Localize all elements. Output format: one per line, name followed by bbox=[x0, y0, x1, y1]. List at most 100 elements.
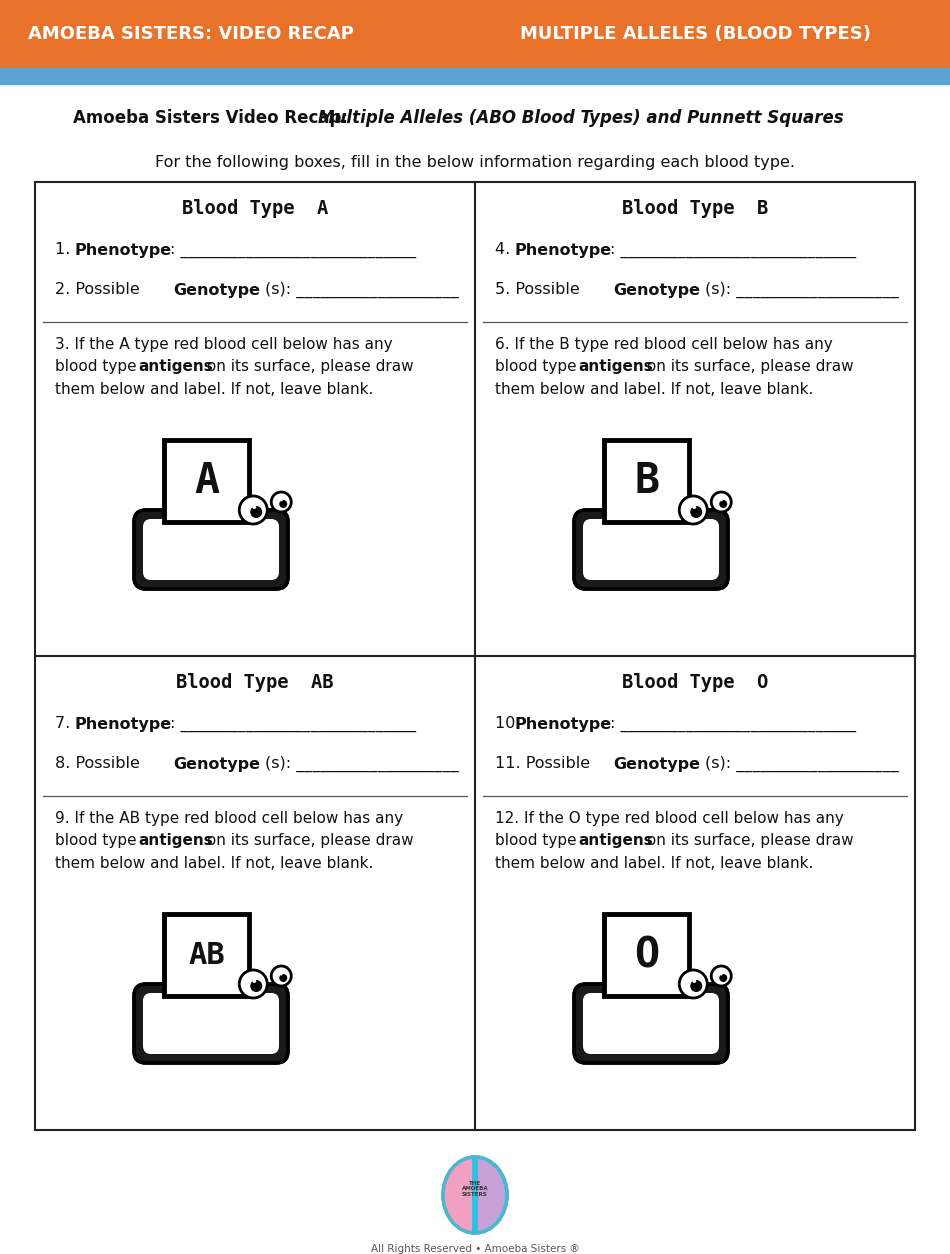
Text: Blood Type  A: Blood Type A bbox=[181, 198, 328, 217]
Text: 6. If the B type red blood cell below has any: 6. If the B type red blood cell below ha… bbox=[495, 337, 833, 352]
Text: blood type: blood type bbox=[495, 360, 581, 375]
Text: (s): ____________________: (s): ____________________ bbox=[265, 282, 459, 298]
Circle shape bbox=[720, 973, 723, 976]
FancyBboxPatch shape bbox=[583, 993, 719, 1055]
Circle shape bbox=[279, 500, 287, 508]
Ellipse shape bbox=[443, 1157, 507, 1233]
Text: Genotype: Genotype bbox=[613, 756, 700, 771]
Circle shape bbox=[720, 499, 723, 502]
Text: AB: AB bbox=[188, 940, 225, 969]
Circle shape bbox=[239, 971, 267, 998]
Circle shape bbox=[693, 979, 696, 983]
FancyBboxPatch shape bbox=[574, 510, 728, 589]
FancyBboxPatch shape bbox=[143, 519, 279, 581]
Text: them below and label. If not, leave blank.: them below and label. If not, leave blan… bbox=[495, 855, 813, 870]
Bar bbox=[472, 1157, 478, 1233]
Text: B: B bbox=[635, 460, 659, 502]
Text: : _____________________________: : _____________________________ bbox=[170, 242, 416, 257]
Bar bbox=[164, 440, 249, 522]
Text: : _____________________________: : _____________________________ bbox=[170, 716, 416, 731]
Text: on its surface, please draw: on its surface, please draw bbox=[202, 834, 413, 849]
Text: For the following boxes, fill in the below information regarding each blood type: For the following boxes, fill in the bel… bbox=[155, 154, 795, 169]
Circle shape bbox=[691, 507, 702, 518]
Text: Genotype: Genotype bbox=[173, 282, 260, 297]
Text: AMOEBA SISTERS: VIDEO RECAP: AMOEBA SISTERS: VIDEO RECAP bbox=[28, 25, 353, 43]
Circle shape bbox=[719, 500, 728, 508]
Text: them below and label. If not, leave blank.: them below and label. If not, leave blan… bbox=[495, 381, 813, 396]
Text: Genotype: Genotype bbox=[173, 756, 260, 771]
Text: Phenotype: Phenotype bbox=[75, 242, 172, 257]
Text: All Rights Reserved • Amoeba Sisters ®: All Rights Reserved • Amoeba Sisters ® bbox=[370, 1244, 580, 1254]
Circle shape bbox=[272, 492, 292, 512]
FancyBboxPatch shape bbox=[134, 984, 288, 1063]
FancyBboxPatch shape bbox=[134, 510, 288, 589]
Circle shape bbox=[679, 497, 707, 524]
Text: them below and label. If not, leave blank.: them below and label. If not, leave blan… bbox=[55, 381, 373, 396]
Text: Blood Type  O: Blood Type O bbox=[622, 672, 769, 691]
Bar bbox=[0, 68, 950, 84]
Text: antigens: antigens bbox=[138, 834, 213, 849]
Text: (s): ____________________: (s): ____________________ bbox=[705, 756, 899, 772]
Circle shape bbox=[693, 505, 696, 509]
Text: Blood Type  AB: Blood Type AB bbox=[177, 672, 333, 691]
Text: 8. Possible: 8. Possible bbox=[55, 756, 145, 771]
Bar bbox=[604, 440, 690, 522]
Circle shape bbox=[279, 974, 287, 982]
Text: antigens: antigens bbox=[578, 360, 653, 375]
Circle shape bbox=[279, 973, 283, 976]
Text: antigens: antigens bbox=[578, 834, 653, 849]
FancyBboxPatch shape bbox=[574, 984, 728, 1063]
Circle shape bbox=[253, 505, 256, 509]
Bar bbox=[0, 0, 950, 68]
Text: on its surface, please draw: on its surface, please draw bbox=[202, 360, 413, 375]
Circle shape bbox=[679, 971, 707, 998]
Circle shape bbox=[250, 507, 262, 518]
Circle shape bbox=[719, 974, 728, 982]
Text: 11. Possible: 11. Possible bbox=[495, 756, 596, 771]
Text: MULTIPLE ALLELES (BLOOD TYPES): MULTIPLE ALLELES (BLOOD TYPES) bbox=[520, 25, 871, 43]
FancyBboxPatch shape bbox=[143, 993, 279, 1055]
Text: : _____________________________: : _____________________________ bbox=[610, 242, 856, 257]
Text: on its surface, please draw: on its surface, please draw bbox=[642, 360, 854, 375]
Circle shape bbox=[239, 497, 267, 524]
Circle shape bbox=[279, 499, 283, 502]
Circle shape bbox=[712, 966, 732, 986]
Text: antigens: antigens bbox=[138, 360, 213, 375]
Text: blood type: blood type bbox=[495, 834, 581, 849]
Text: : _____________________________: : _____________________________ bbox=[610, 716, 856, 731]
Text: A: A bbox=[194, 460, 219, 502]
Text: 10.: 10. bbox=[495, 716, 525, 731]
Text: 3. If the A type red blood cell below has any: 3. If the A type red blood cell below ha… bbox=[55, 337, 392, 352]
Bar bbox=[604, 914, 690, 996]
Bar bbox=[35, 182, 915, 1130]
Text: 4.: 4. bbox=[495, 242, 515, 257]
Bar bbox=[164, 914, 249, 996]
Text: 12. If the O type red blood cell below has any: 12. If the O type red blood cell below h… bbox=[495, 811, 844, 826]
Text: on its surface, please draw: on its surface, please draw bbox=[642, 834, 854, 849]
Text: blood type: blood type bbox=[55, 834, 142, 849]
Text: blood type: blood type bbox=[55, 360, 142, 375]
Text: (s): ____________________: (s): ____________________ bbox=[265, 756, 459, 772]
Text: Phenotype: Phenotype bbox=[515, 242, 612, 257]
Text: Phenotype: Phenotype bbox=[515, 716, 612, 731]
FancyBboxPatch shape bbox=[583, 519, 719, 581]
Text: 5. Possible: 5. Possible bbox=[495, 282, 585, 297]
Text: O: O bbox=[635, 934, 659, 976]
Text: 7.: 7. bbox=[55, 716, 75, 731]
Text: (s): ____________________: (s): ____________________ bbox=[705, 282, 899, 298]
Text: 2. Possible: 2. Possible bbox=[55, 282, 144, 297]
Circle shape bbox=[272, 966, 292, 986]
Circle shape bbox=[253, 979, 256, 983]
Text: Genotype: Genotype bbox=[613, 282, 700, 297]
Text: 9. If the AB type red blood cell below has any: 9. If the AB type red blood cell below h… bbox=[55, 811, 403, 826]
Circle shape bbox=[712, 492, 732, 512]
Circle shape bbox=[691, 979, 702, 992]
Text: Amoeba Sisters Video Recap:: Amoeba Sisters Video Recap: bbox=[73, 109, 353, 127]
Polygon shape bbox=[443, 1157, 475, 1233]
Circle shape bbox=[250, 979, 262, 992]
Text: 1.: 1. bbox=[55, 242, 75, 257]
Text: THE
AMOEBA
SISTERS: THE AMOEBA SISTERS bbox=[462, 1181, 488, 1198]
Text: Blood Type  B: Blood Type B bbox=[622, 198, 769, 217]
Text: them below and label. If not, leave blank.: them below and label. If not, leave blan… bbox=[55, 855, 373, 870]
Text: Multiple Alleles (ABO Blood Types) and Punnett Squares: Multiple Alleles (ABO Blood Types) and P… bbox=[318, 109, 844, 127]
